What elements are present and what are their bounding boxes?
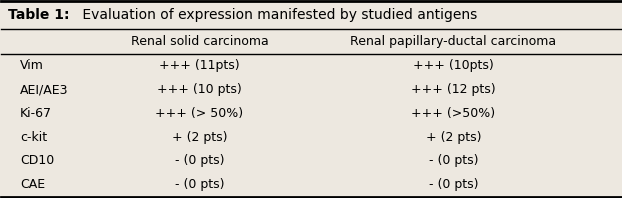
Text: c-kit: c-kit [20, 131, 47, 144]
Text: Evaluation of expression manifested by studied antigens: Evaluation of expression manifested by s… [78, 8, 477, 22]
Text: - (0 pts): - (0 pts) [175, 154, 225, 168]
Text: +++ (11pts): +++ (11pts) [159, 59, 240, 72]
Text: +++ (10pts): +++ (10pts) [413, 59, 494, 72]
Text: Renal papillary-ductal carcinoma: Renal papillary-ductal carcinoma [350, 35, 557, 48]
Text: - (0 pts): - (0 pts) [175, 178, 225, 191]
Text: CAE: CAE [20, 178, 45, 191]
Text: +++ (10 pts): +++ (10 pts) [157, 83, 242, 96]
Text: CD10: CD10 [20, 154, 54, 168]
Text: AEI/AE3: AEI/AE3 [20, 83, 68, 96]
Text: +++ (> 50%): +++ (> 50%) [156, 107, 244, 120]
Text: Vim: Vim [20, 59, 44, 72]
Text: - (0 pts): - (0 pts) [429, 154, 478, 168]
Text: - (0 pts): - (0 pts) [429, 178, 478, 191]
Text: + (2 pts): + (2 pts) [172, 131, 227, 144]
Text: Ki-67: Ki-67 [20, 107, 52, 120]
Text: Table 1:: Table 1: [7, 8, 69, 22]
Text: +++ (>50%): +++ (>50%) [411, 107, 496, 120]
Text: + (2 pts): + (2 pts) [425, 131, 481, 144]
Text: Renal solid carcinoma: Renal solid carcinoma [131, 35, 269, 48]
Text: +++ (12 pts): +++ (12 pts) [411, 83, 496, 96]
